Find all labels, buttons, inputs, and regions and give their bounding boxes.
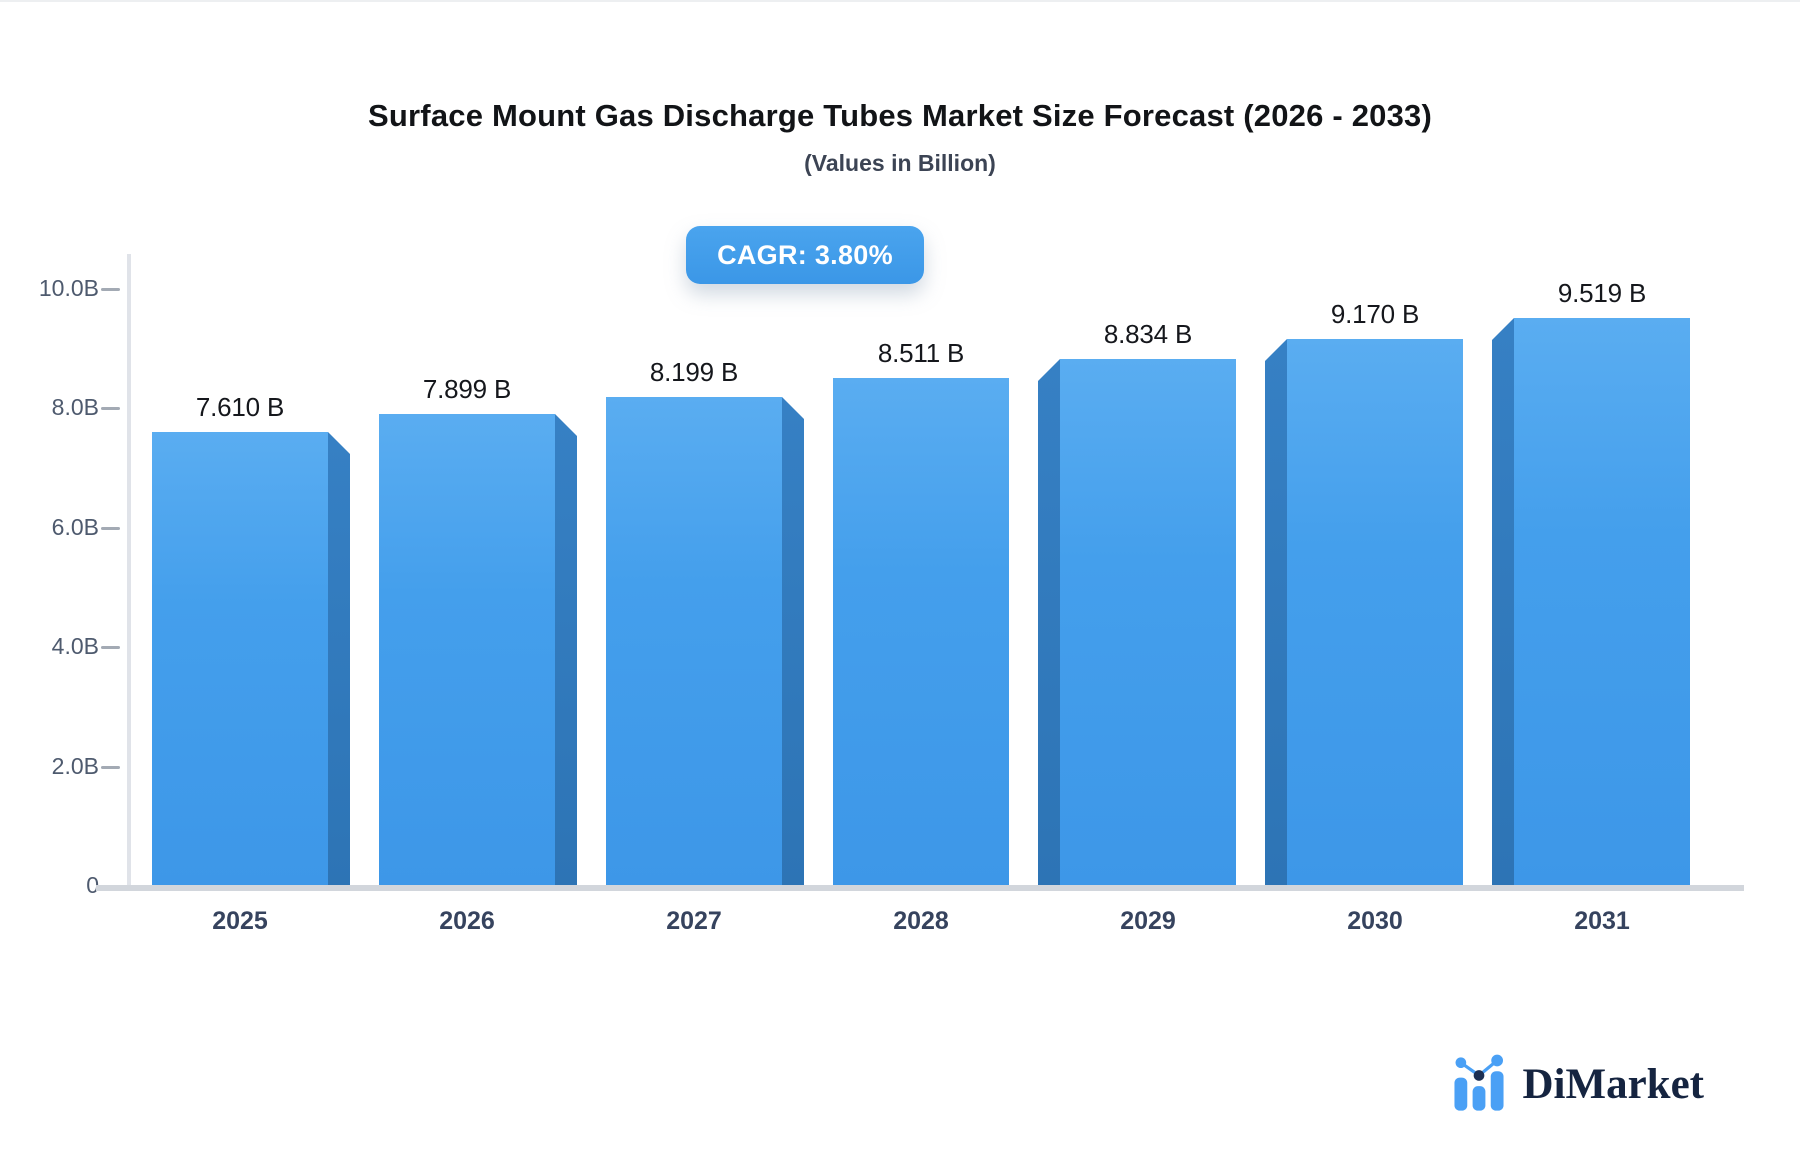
bar-side-2027	[782, 397, 804, 886]
bar-value-label-2030: 9.170 B	[1330, 299, 1420, 329]
bar-value-label-2028: 8.511 B	[877, 338, 965, 368]
x-axis-label-2029: 2029	[1120, 907, 1176, 935]
x-axis-line	[96, 885, 1744, 891]
y-tick-label-2.0B: 2.0B	[51, 752, 99, 779]
x-axis-label-2031: 2031	[1574, 907, 1630, 935]
y-tick-label-0: 0	[86, 872, 99, 898]
y-tick-mark	[101, 646, 120, 650]
bar-2026	[379, 414, 555, 886]
chart-subtitle: (Values in Billion)	[804, 150, 996, 176]
bar-value-label-2029: 8.834 B	[1103, 319, 1193, 349]
y-tick-label-10.0B: 10.0B	[38, 275, 99, 301]
bar-value-label-2025: 7.610 B	[195, 392, 285, 422]
y-tick-mark	[101, 288, 120, 291]
x-axis-label-2025: 2025	[212, 907, 268, 935]
x-axis-label-2030: 2030	[1347, 907, 1403, 935]
y-tick-label-8.0B: 8.0B	[51, 394, 99, 421]
x-axis-label-2027: 2027	[666, 907, 722, 935]
cagr-badge-label: CAGR: 3.80%	[717, 239, 893, 270]
chart-title: Surface Mount Gas Discharge Tubes Market…	[368, 98, 1432, 133]
y-tick-mark	[101, 407, 120, 411]
y-tick-mark	[101, 526, 120, 530]
bar-side-2026	[555, 414, 577, 886]
bar-side-2029	[1038, 359, 1060, 886]
brand-logo: DiMarket	[1447, 1052, 1705, 1116]
y-axis-line	[127, 254, 131, 888]
brand-logo-text: DiMarket	[1522, 1060, 1705, 1108]
bar-2031	[1514, 318, 1690, 886]
bar-value-label-2031: 9.519 B	[1557, 278, 1647, 308]
y-tick-label-4.0B: 4.0B	[51, 633, 99, 660]
bar-2025	[152, 432, 328, 886]
y-tick-mark	[101, 765, 120, 769]
bar-line-chart-icon	[1447, 1052, 1511, 1116]
x-axis-label-2026: 2026	[439, 907, 495, 935]
bar-side-2030	[1265, 339, 1287, 886]
bar-side-2031	[1492, 318, 1514, 886]
y-tick-label-6.0B: 6.0B	[51, 513, 99, 540]
bar-value-label-2027: 8.199 B	[649, 357, 739, 387]
bar-2027	[606, 397, 782, 886]
bar-2028	[833, 378, 1009, 886]
cagr-badge: CAGR: 3.80%	[686, 226, 924, 284]
bar-value-label-2026: 7.899 B	[422, 374, 512, 404]
bar-2030	[1287, 339, 1463, 886]
bar-2029	[1060, 359, 1236, 886]
bar-side-2025	[328, 432, 350, 886]
x-axis-label-2028: 2028	[893, 907, 949, 935]
